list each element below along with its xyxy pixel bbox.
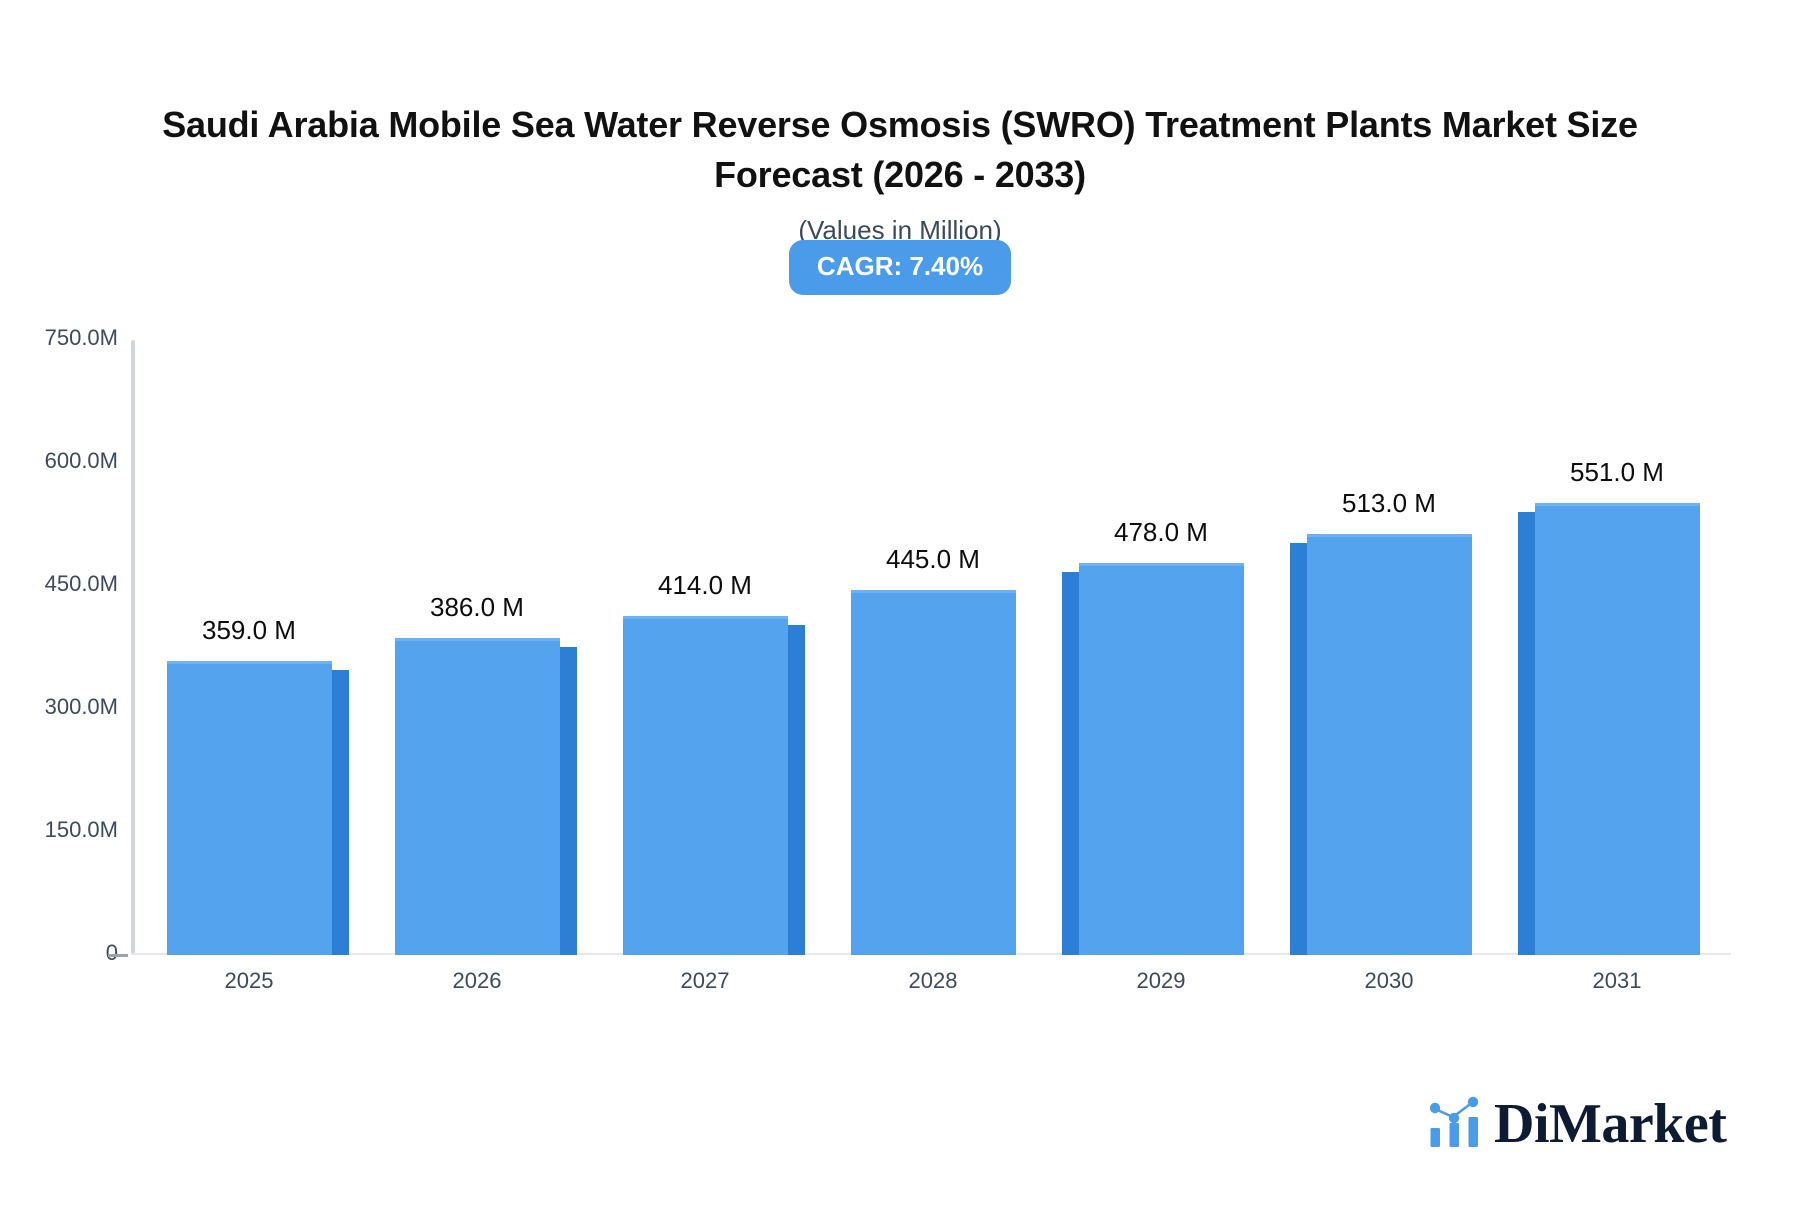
brand-logo: DiMarket <box>1428 1092 1727 1155</box>
bar-value-label: 445.0 M <box>886 544 980 575</box>
bar-column[interactable] <box>394 340 577 955</box>
bar-3d-side <box>787 624 805 955</box>
bar-column[interactable] <box>850 340 1016 955</box>
bar-top-bevel <box>850 590 1016 594</box>
x-axis-label-2029: 2029 <box>1136 968 1186 993</box>
y-axis-tick-label: 750.0M <box>44 325 118 350</box>
x-axis-label-2027: 2027 <box>680 968 730 993</box>
bar-column[interactable] <box>166 340 349 955</box>
bar-top-bevel <box>622 615 788 619</box>
bar-column[interactable] <box>1517 340 1700 955</box>
y-axis-tick-label: 450.0M <box>44 571 118 596</box>
y-axis-tick-label: 150.0M <box>44 817 118 842</box>
bar-3d-side <box>1061 572 1079 955</box>
y-axis-tick-label: 600.0M <box>44 448 118 473</box>
bar-value-label: 551.0 M <box>1570 457 1664 488</box>
page-title: Saudi Arabia Mobile Sea Water Reverse Os… <box>162 104 1638 195</box>
bar-2029[interactable] <box>1078 563 1244 955</box>
bar-chart-logo-icon <box>1428 1095 1482 1152</box>
y-axis-tick-label: 300.0M <box>44 694 118 719</box>
x-axis-label-2031: 2031 <box>1592 968 1642 993</box>
y-axis-tick-label: 0 <box>105 940 118 965</box>
bar-2026[interactable] <box>394 638 560 955</box>
bar-value-label: 359.0 M <box>202 614 296 645</box>
bar-series <box>135 340 1731 955</box>
y-axis-tick-mark <box>108 954 128 957</box>
bar-2028[interactable] <box>850 590 1016 955</box>
bar-top-bevel <box>1534 503 1700 507</box>
bar-top-bevel <box>166 660 332 664</box>
bar-value-label: 513.0 M <box>1342 488 1436 519</box>
bar-3d-side <box>559 647 577 955</box>
bar-2025[interactable] <box>166 660 332 955</box>
x-axis-label-2028: 2028 <box>908 968 958 993</box>
bar-value-label: 386.0 M <box>430 592 524 623</box>
chart-header: Saudi Arabia Mobile Sea Water Reverse Os… <box>0 100 1800 296</box>
bar-2031[interactable] <box>1534 503 1700 955</box>
bar-2030[interactable] <box>1306 534 1472 955</box>
status-badge: CAGR: 7.40% <box>788 240 1012 296</box>
bar-value-label: 414.0 M <box>658 569 752 600</box>
x-axis-label-2025: 2025 <box>224 968 274 993</box>
bar-3d-side <box>1517 512 1535 955</box>
x-axis-label-2030: 2030 <box>1364 968 1414 993</box>
bar-top-bevel <box>1306 534 1472 538</box>
bar-top-bevel <box>1078 563 1244 567</box>
cagr-badge-wrapper: CAGR: 7.40% <box>0 240 1800 296</box>
bar-column[interactable] <box>1061 340 1244 955</box>
bar-2027[interactable] <box>622 615 788 955</box>
bar-3d-side <box>331 669 349 955</box>
bar-column[interactable] <box>622 340 805 955</box>
x-axis-label-2026: 2026 <box>452 968 502 993</box>
bar-column[interactable] <box>1289 340 1472 955</box>
bar-value-label: 478.0 M <box>1114 517 1208 548</box>
y-axis-line <box>131 340 135 955</box>
brand-name: DiMarket <box>1494 1092 1727 1155</box>
bar-top-bevel <box>394 638 560 642</box>
bar-3d-side <box>1289 543 1307 955</box>
